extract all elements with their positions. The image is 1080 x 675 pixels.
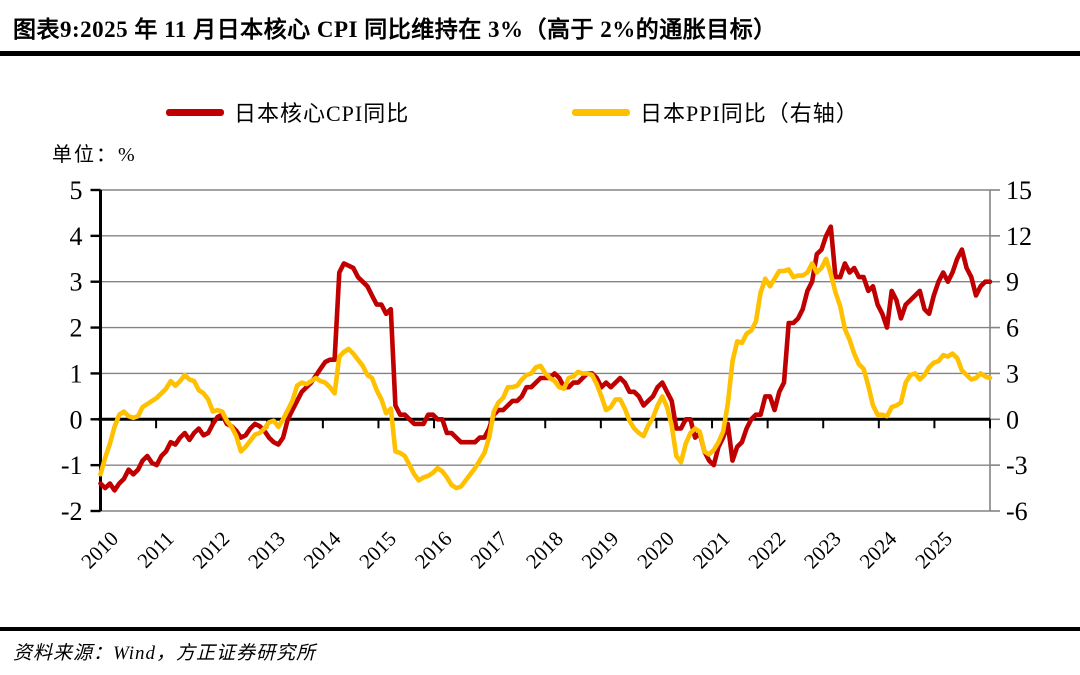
title-divider [0, 51, 1080, 56]
x-axis-label: 2019 [577, 527, 624, 574]
legend-label-cpi: 日本核心CPI同比 [234, 101, 410, 126]
x-axis-label: 2020 [632, 527, 679, 574]
y-axis-label-left: 2 [70, 314, 83, 343]
y-axis-label-left: 3 [70, 268, 83, 297]
x-axis-label: 2014 [299, 526, 346, 573]
x-axis-label: 2016 [410, 527, 457, 574]
x-axis-label: 2017 [466, 527, 513, 574]
y-axis-label-right: 6 [1006, 314, 1019, 343]
source-note: 资料来源：Wind，方正证券研究所 [13, 643, 317, 664]
legend-item-ppi: 日本PPI同比（右轴） [572, 97, 859, 127]
cpi-line-series [98, 224, 993, 493]
ppi-line-swatch [572, 108, 630, 116]
legend-label-ppi: 日本PPI同比（右轴） [640, 101, 859, 126]
y-axis-label-right: 12 [1006, 222, 1032, 251]
y-axis-label-left: 0 [70, 405, 83, 434]
y-axis-label-right: -3 [1006, 451, 1028, 480]
x-axis-label: 2025 [910, 527, 957, 574]
y-axis-label-left: 4 [70, 222, 83, 251]
source-divider [0, 627, 1080, 631]
y-axis-label-right: 0 [1006, 405, 1019, 434]
x-axis-label: 2018 [521, 527, 568, 574]
x-axis-label: 2013 [243, 527, 290, 574]
x-axis-label: 2010 [76, 527, 123, 574]
y-axis-label-right: -6 [1006, 497, 1028, 526]
unit-label: 单位：% [52, 144, 137, 166]
legend-item-cpi: 日本核心CPI同比 [166, 97, 409, 127]
y-axis-label-right: 9 [1006, 268, 1019, 297]
cpi-line-swatch [166, 108, 224, 116]
x-axis-label: 2024 [855, 526, 902, 573]
x-axis-label: 2023 [799, 527, 846, 574]
y-axis-label-left: -1 [61, 451, 83, 480]
x-axis-label: 2011 [133, 527, 179, 573]
ppi-line-series [98, 256, 993, 491]
x-axis-label: 2012 [188, 527, 235, 574]
x-axis-label: 2021 [688, 527, 735, 574]
x-axis-label: 2022 [743, 527, 790, 574]
y-axis-label-right: 3 [1006, 359, 1019, 388]
y-axis-label-left: 1 [70, 359, 83, 388]
y-axis-label-left: 5 [70, 176, 83, 205]
y-axis-label-right: 15 [1006, 176, 1032, 205]
x-axis-label: 2015 [354, 527, 401, 574]
figure-title: 图表9:2025 年 11 月日本核心 CPI 同比维持在 3%（高于 2%的通… [13, 17, 777, 42]
y-axis-label-left: -2 [61, 497, 83, 526]
